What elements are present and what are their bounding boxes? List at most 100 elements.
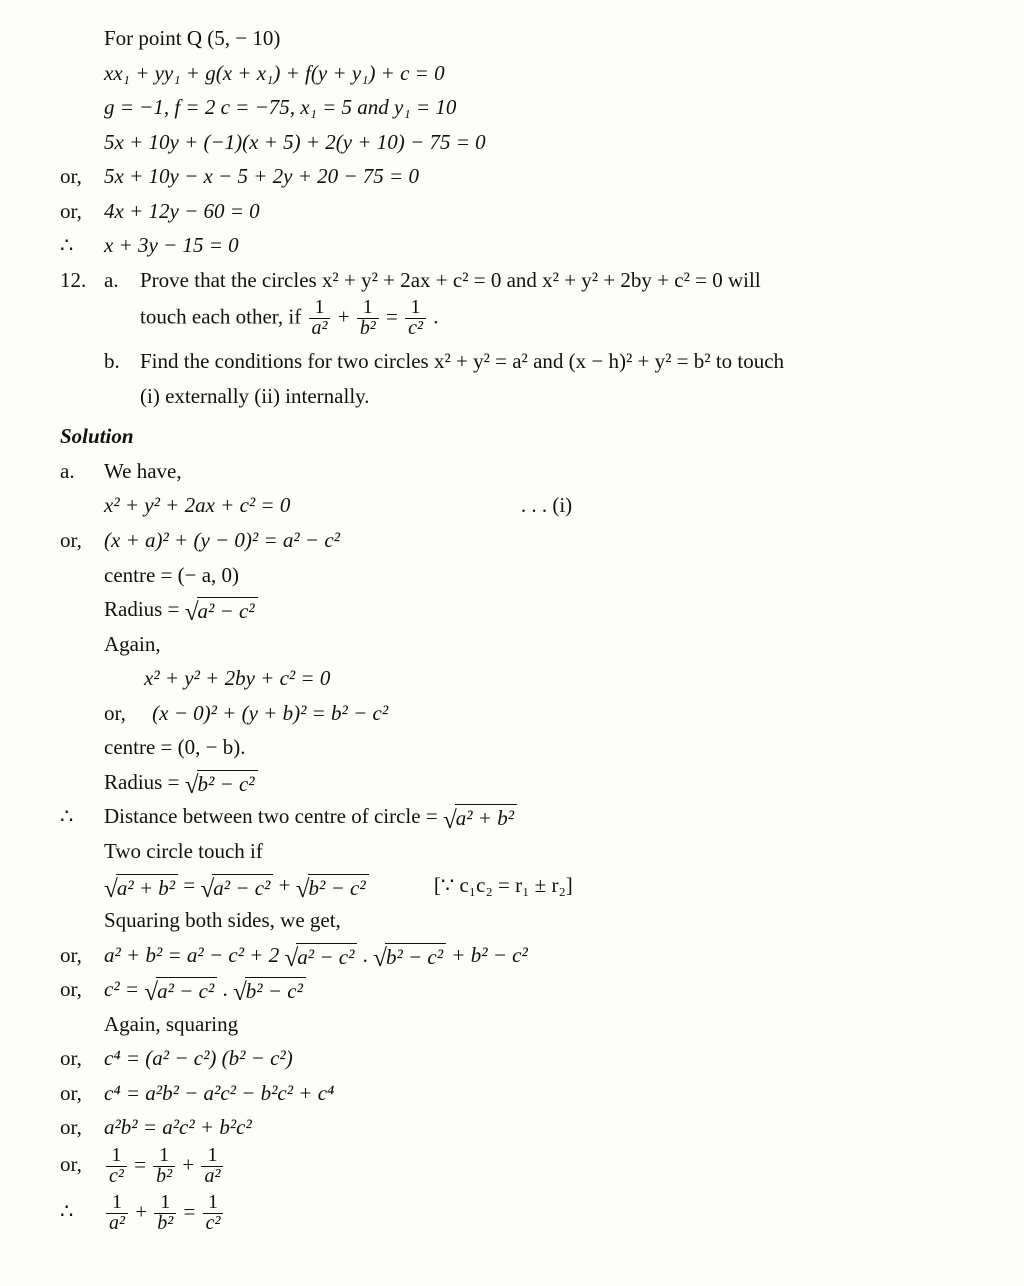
or-label: or,	[60, 973, 104, 1006]
sqrt: √b² − c²	[233, 977, 306, 1005]
math: x + 3y − 15 = 0	[104, 229, 994, 262]
fraction: 1b²	[153, 1146, 175, 1187]
fraction: 1a²	[309, 298, 331, 339]
sol-radius2: Radius = √b² − c²	[60, 766, 994, 799]
math: c⁴ = (a² − c²) (b² − c²)	[104, 1042, 994, 1075]
math: a²b² = a²c² + b²c²	[104, 1111, 994, 1144]
reason-bracket: [∵ c₁c₂ = r₁ ± r₂]	[434, 873, 573, 897]
sqrt: √b² − c²	[296, 874, 369, 902]
fraction: 1c²	[203, 1193, 224, 1234]
text: Find the conditions for two circles x² +…	[140, 345, 994, 378]
math: a² + b² = a² − c² + 2 √a² − c² . √b² − c…	[104, 939, 994, 972]
sol-frac-eq2: ∴ 1a² + 1b² = 1c²	[60, 1193, 994, 1234]
sol-radius1: Radius = √a² − c²	[60, 593, 994, 626]
math: Distance between two centre of circle = …	[104, 800, 994, 833]
fraction: 1a²	[106, 1193, 128, 1234]
sol-touch-eq: √a² + b² = √a² − c² + √b² − c² [∵ c₁c₂ =…	[60, 869, 994, 902]
q12-b-line2: (i) externally (ii) internally.	[60, 380, 994, 413]
sol-wehave: a. We have,	[60, 455, 994, 488]
top-eq5: or, 4x + 12y − 60 = 0	[60, 195, 994, 228]
text: For point Q (5, − 10)	[104, 22, 994, 55]
sol-centre2: centre = (0, − b).	[60, 731, 994, 764]
math: (x + a)² + (y − 0)² = a² − c²	[104, 524, 994, 557]
text: Prove that the circles x² + y² + 2ax + c…	[140, 264, 994, 297]
sol-eq-ii: x² + y² + 2by + c² = 0	[60, 662, 994, 695]
text: Squaring both sides, we get,	[104, 904, 994, 937]
or-label: or,	[60, 195, 104, 228]
math: Radius = √b² − c²	[104, 766, 994, 799]
sol-c4-2: or, c⁴ = a²b² − a²c² − b²c² + c⁴	[60, 1077, 994, 1110]
text: touch each other, if 1a² + 1b² = 1c² .	[140, 298, 994, 339]
text: centre = (0, − b).	[104, 731, 994, 764]
solution-heading: Solution	[60, 420, 994, 453]
sol-centre1: centre = (− a, 0)	[60, 559, 994, 592]
math: 1c² = 1b² + 1a²	[104, 1146, 994, 1187]
q12-a-line1: 12. a. Prove that the circles x² + y² + …	[60, 264, 994, 297]
q12-a-line2: touch each other, if 1a² + 1b² = 1c² .	[60, 298, 994, 339]
or-label: or,	[60, 524, 104, 557]
part-label-a: a.	[60, 455, 104, 488]
math: c⁴ = a²b² − a²c² − b²c² + c⁴	[104, 1077, 994, 1110]
sqrt: √b² − c²	[373, 943, 446, 971]
sol-frac-eq1: or, 1c² = 1b² + 1a²	[60, 1146, 994, 1187]
fraction: 1c²	[106, 1146, 127, 1187]
part-label-b: b.	[104, 345, 140, 378]
text: Again, squaring	[104, 1008, 994, 1041]
sqrt: √a² − c²	[185, 597, 258, 625]
or-label: or,	[60, 1148, 104, 1181]
fraction: 1a²	[201, 1146, 223, 1187]
top-eq4: or, 5x + 10y − x − 5 + 2y + 20 − 75 = 0	[60, 160, 994, 193]
math: 5x + 10y + (−1)(x + 5) + 2(y + 10) − 75 …	[104, 126, 994, 159]
sol-sq2: or, c² = √a² − c² . √b² − c²	[60, 973, 994, 1006]
top-point-q: For point Q (5, − 10)	[60, 22, 994, 55]
fraction: 1b²	[154, 1193, 176, 1234]
sqrt: √a² + b²	[104, 874, 178, 902]
sol-again: Again,	[60, 628, 994, 661]
question-number: 12.	[60, 264, 104, 297]
or-label: or,	[60, 1042, 104, 1075]
math: Radius = √a² − c²	[104, 593, 994, 626]
fraction: 1b²	[357, 298, 379, 339]
math: 5x + 10y − x − 5 + 2y + 20 − 75 = 0	[104, 160, 994, 193]
sol-again-sq: Again, squaring	[60, 1008, 994, 1041]
math: c² = √a² − c² . √b² − c²	[104, 973, 994, 1006]
top-eq1: xx₁ + yy₁ + g(x + x₁) + f(y + y₁) + c = …	[60, 57, 994, 90]
or-label: or,	[104, 701, 126, 725]
text: Again,	[104, 628, 994, 661]
text: We have,	[104, 455, 994, 488]
fraction: 1c²	[405, 298, 426, 339]
sol-squaring1: Squaring both sides, we get,	[60, 904, 994, 937]
q12-b-line1: b. Find the conditions for two circles x…	[60, 345, 994, 378]
math: or, (x − 0)² + (y + b)² = b² − c²	[104, 697, 994, 730]
text: (i) externally (ii) internally.	[140, 380, 994, 413]
sol-eq-ii2: or, (x − 0)² + (y + b)² = b² − c²	[60, 697, 994, 730]
math: g = −1, f = 2 c = −75, x₁ = 5 and y₁ = 1…	[104, 91, 994, 124]
sqrt: √a² − c²	[200, 874, 273, 902]
math: x² + y² + 2ax + c² = 0 . . . (i)	[104, 489, 994, 522]
or-label: or,	[60, 1077, 104, 1110]
therefore-label: ∴	[60, 229, 104, 262]
therefore-label: ∴	[60, 800, 104, 833]
math: 1a² + 1b² = 1c²	[104, 1193, 994, 1234]
math: 4x + 12y − 60 = 0	[104, 195, 994, 228]
sol-eq-i: x² + y² + 2ax + c² = 0 . . . (i)	[60, 489, 994, 522]
sol-c4-3: or, a²b² = a²c² + b²c²	[60, 1111, 994, 1144]
sqrt: √a² − c²	[144, 977, 217, 1005]
sol-eq-i2: or, (x + a)² + (y − 0)² = a² − c²	[60, 524, 994, 557]
math: xx₁ + yy₁ + g(x + x₁) + f(y + y₁) + c = …	[104, 57, 994, 90]
top-eq6: ∴ x + 3y − 15 = 0	[60, 229, 994, 262]
text-pre: touch each other, if	[140, 305, 307, 329]
therefore-label: ∴	[60, 1195, 104, 1228]
text: Two circle touch if	[104, 835, 994, 868]
or-label: or,	[60, 1111, 104, 1144]
or-label: or,	[60, 160, 104, 193]
math: x² + y² + 2by + c² = 0	[104, 662, 994, 695]
top-eq3: 5x + 10y + (−1)(x + 5) + 2(y + 10) − 75 …	[60, 126, 994, 159]
part-label-a: a.	[104, 264, 140, 297]
sol-distance: ∴ Distance between two centre of circle …	[60, 800, 994, 833]
sqrt: √a² − c²	[284, 943, 357, 971]
math: √a² + b² = √a² − c² + √b² − c² [∵ c₁c₂ =…	[104, 869, 994, 902]
sqrt: √a² + b²	[443, 804, 517, 832]
text: centre = (− a, 0)	[104, 559, 994, 592]
sqrt: √b² − c²	[185, 770, 258, 798]
